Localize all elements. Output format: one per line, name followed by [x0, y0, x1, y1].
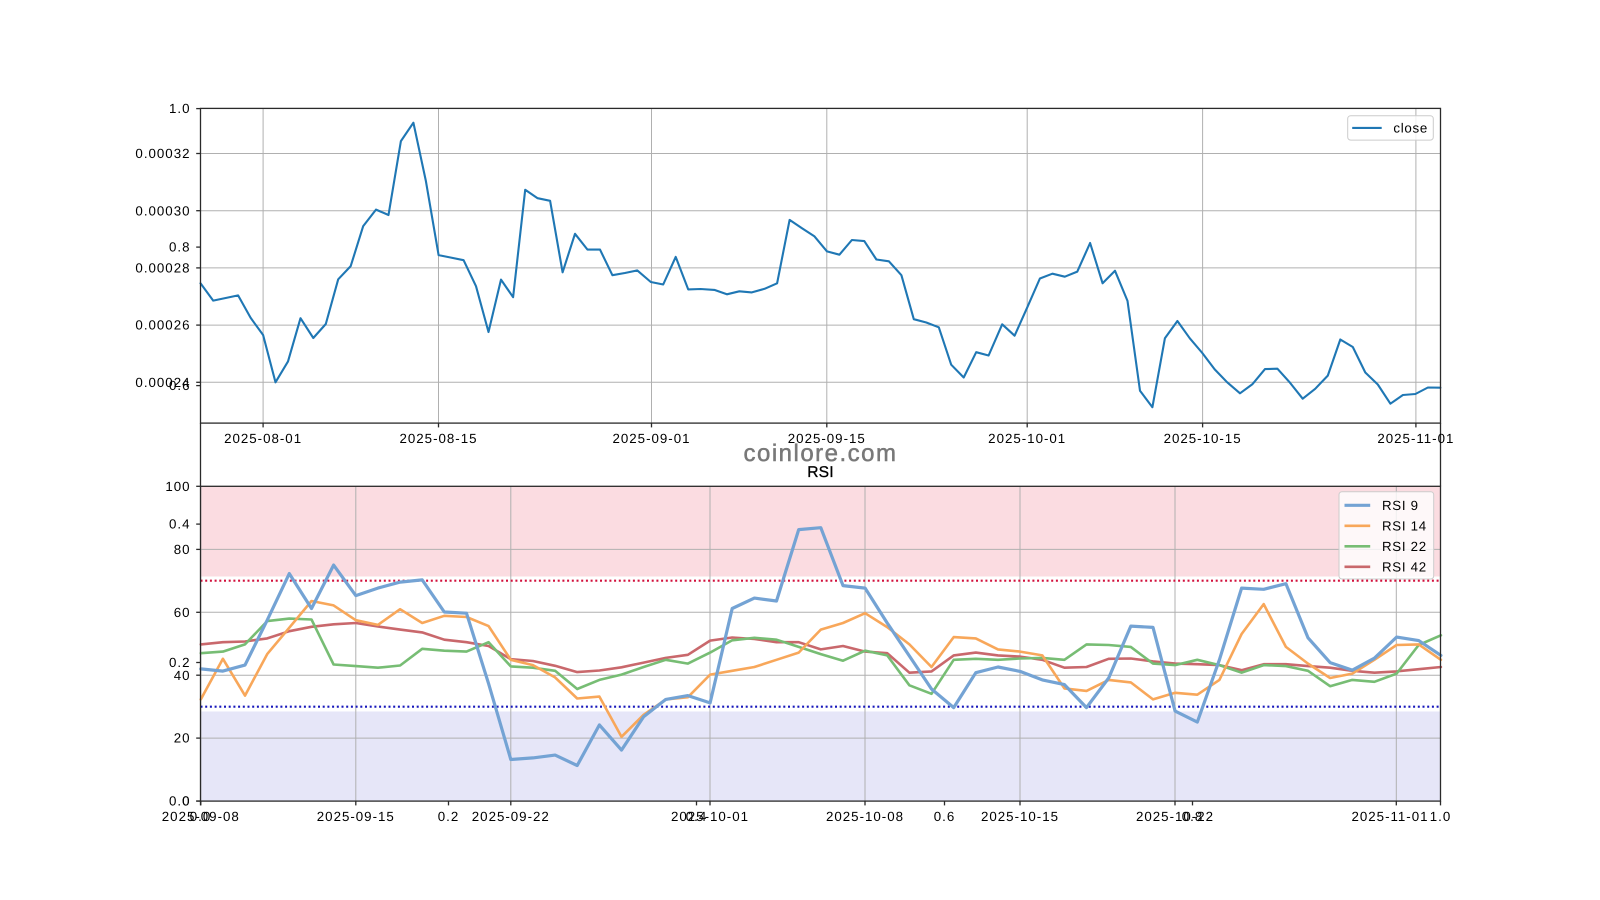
svg-text:2025-09-01: 2025-09-01: [612, 431, 690, 446]
svg-text:2025-10-01: 2025-10-01: [988, 431, 1066, 446]
svg-text:60: 60: [174, 605, 191, 620]
svg-text:2025-11-01: 2025-11-01: [1351, 809, 1428, 824]
svg-text:RSI 22: RSI 22: [1382, 539, 1427, 554]
svg-text:2025-09-08: 2025-09-08: [162, 809, 240, 824]
svg-text:80: 80: [174, 542, 191, 557]
svg-text:0.00024: 0.00024: [135, 375, 190, 390]
svg-text:0.2: 0.2: [438, 809, 460, 824]
svg-text:0.00030: 0.00030: [135, 203, 190, 218]
svg-text:0.4: 0.4: [686, 809, 708, 824]
svg-text:2025-11-01: 2025-11-01: [1377, 431, 1454, 446]
svg-text:0.4: 0.4: [169, 517, 191, 532]
svg-text:0.0: 0.0: [169, 794, 191, 809]
svg-text:0.00026: 0.00026: [135, 318, 190, 333]
svg-text:1.0: 1.0: [1430, 809, 1452, 824]
svg-text:0.8: 0.8: [1182, 809, 1204, 824]
svg-text:2025-09-15: 2025-09-15: [317, 809, 395, 824]
svg-text:RSI: RSI: [807, 464, 834, 481]
svg-text:100: 100: [165, 479, 190, 494]
svg-text:2025-10-08: 2025-10-08: [826, 809, 904, 824]
svg-text:0: 0: [182, 794, 190, 809]
svg-text:0.2: 0.2: [169, 655, 191, 670]
svg-text:RSI 9: RSI 9: [1382, 498, 1419, 513]
svg-text:2025-10-15: 2025-10-15: [981, 809, 1059, 824]
svg-text:2025-10-22: 2025-10-22: [1136, 809, 1214, 824]
svg-text:0.6: 0.6: [934, 809, 956, 824]
svg-text:0.6: 0.6: [169, 378, 191, 393]
svg-text:0.0: 0.0: [190, 809, 212, 824]
svg-text:2025-09-15: 2025-09-15: [788, 431, 866, 446]
svg-text:0.00032: 0.00032: [135, 146, 190, 161]
svg-text:2025-09-22: 2025-09-22: [472, 809, 550, 824]
svg-text:40: 40: [174, 668, 191, 683]
svg-text:RSI 42: RSI 42: [1382, 559, 1427, 574]
svg-text:20: 20: [174, 731, 191, 746]
svg-text:close: close: [1393, 120, 1428, 135]
svg-text:2025-10-01: 2025-10-01: [671, 809, 749, 824]
svg-text:2025-10-15: 2025-10-15: [1164, 431, 1242, 446]
svg-text:0.8: 0.8: [169, 240, 191, 255]
svg-text:2025-08-01: 2025-08-01: [224, 431, 302, 446]
svg-text:RSI 14: RSI 14: [1382, 518, 1427, 533]
svg-text:2025-08-15: 2025-08-15: [399, 431, 477, 446]
svg-text:1.0: 1.0: [169, 101, 191, 116]
svg-text:0.00028: 0.00028: [135, 261, 190, 276]
svg-text:coinlore.com: coinlore.com: [743, 440, 897, 467]
